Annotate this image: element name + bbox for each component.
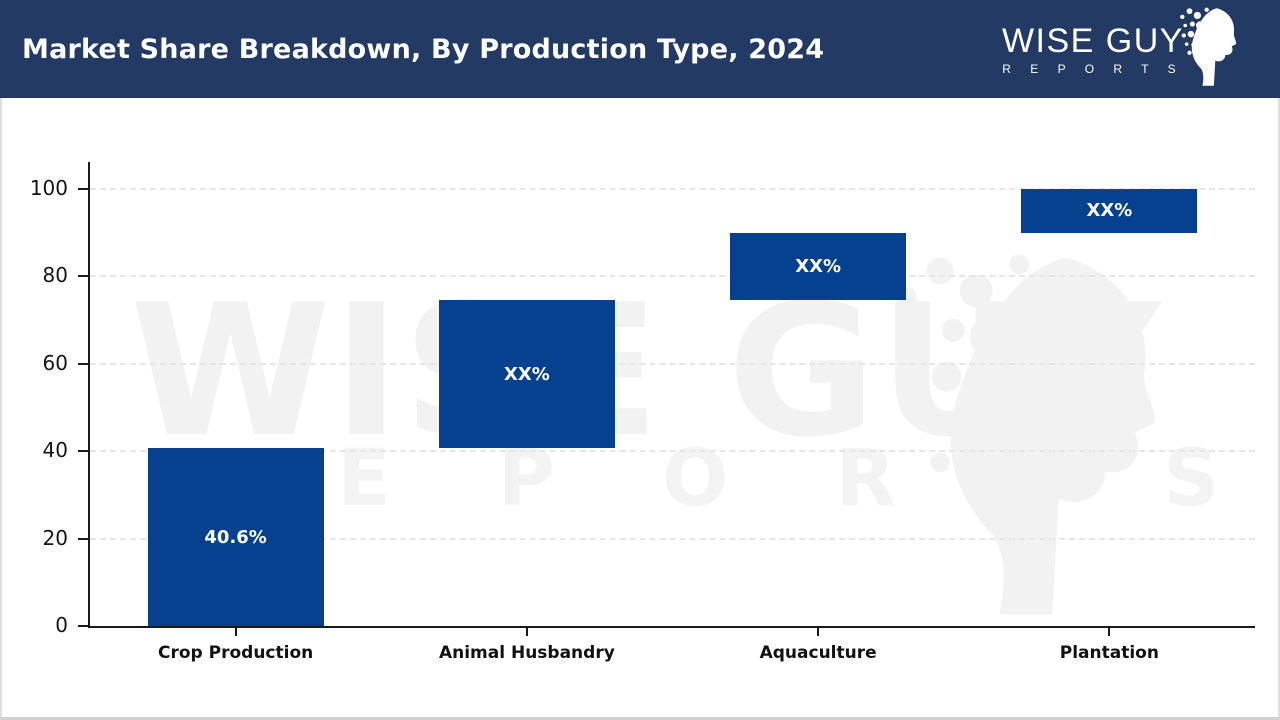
gridline (90, 187, 1255, 190)
x-tick-mark (234, 628, 237, 636)
y-tick-mark (78, 450, 88, 452)
y-tick-mark (78, 275, 88, 277)
y-axis-line (88, 162, 90, 628)
y-tick-mark (78, 537, 88, 540)
bar: XX% (438, 300, 615, 449)
y-tick-label: 100 (29, 175, 68, 200)
bar: XX% (1021, 188, 1198, 234)
bar-value-label: XX% (795, 256, 842, 278)
chart-canvas: WISE GUY R E P O R T S 0 20 40 60 80 100 40.6%… (0, 98, 1280, 720)
y-tick-label: 80 (42, 263, 68, 287)
gridline (90, 275, 1255, 277)
y-tick-mark (78, 187, 88, 190)
x-category-label: Aquaculture (759, 643, 877, 663)
x-category-label: Crop Production (158, 643, 314, 663)
bar-value-label: XX% (503, 363, 550, 385)
y-tick-label: 40 (42, 438, 68, 462)
x-axis-line (88, 626, 1255, 628)
brand-logo: WISE GUY R E P O R T S (1002, 4, 1254, 94)
y-tick-label: 60 (42, 350, 68, 375)
y-tick-label: 0 (55, 613, 68, 637)
brand-subname: R E P O R T S (1002, 61, 1184, 76)
watermark-face-icon (874, 216, 1204, 660)
x-tick-mark (1108, 628, 1111, 636)
header-bar: Market Share Breakdown, By Production Ty… (0, 0, 1280, 98)
bar-value-label: 40.6% (204, 526, 267, 548)
page-title: Market Share Breakdown, By Production Ty… (22, 33, 825, 65)
brand-logo-text: WISE GUY R E P O R T S (1002, 24, 1184, 75)
bar: XX% (730, 233, 907, 301)
gridline (90, 450, 1255, 452)
x-category-label: Animal Husbandry (438, 643, 615, 663)
y-tick-label: 20 (42, 525, 68, 550)
x-tick-mark (817, 628, 820, 636)
y-tick-mark (78, 625, 88, 627)
gridline (90, 362, 1255, 365)
brand-face-icon (1168, 4, 1254, 94)
x-category-label: Plantation (1059, 643, 1159, 663)
gridline (90, 537, 1255, 540)
x-tick-mark (525, 628, 528, 636)
bar-value-label: XX% (1086, 200, 1133, 222)
brand-name: WISE GUY (1001, 21, 1184, 60)
bar: 40.6% (147, 448, 324, 626)
y-tick-mark (78, 362, 88, 365)
